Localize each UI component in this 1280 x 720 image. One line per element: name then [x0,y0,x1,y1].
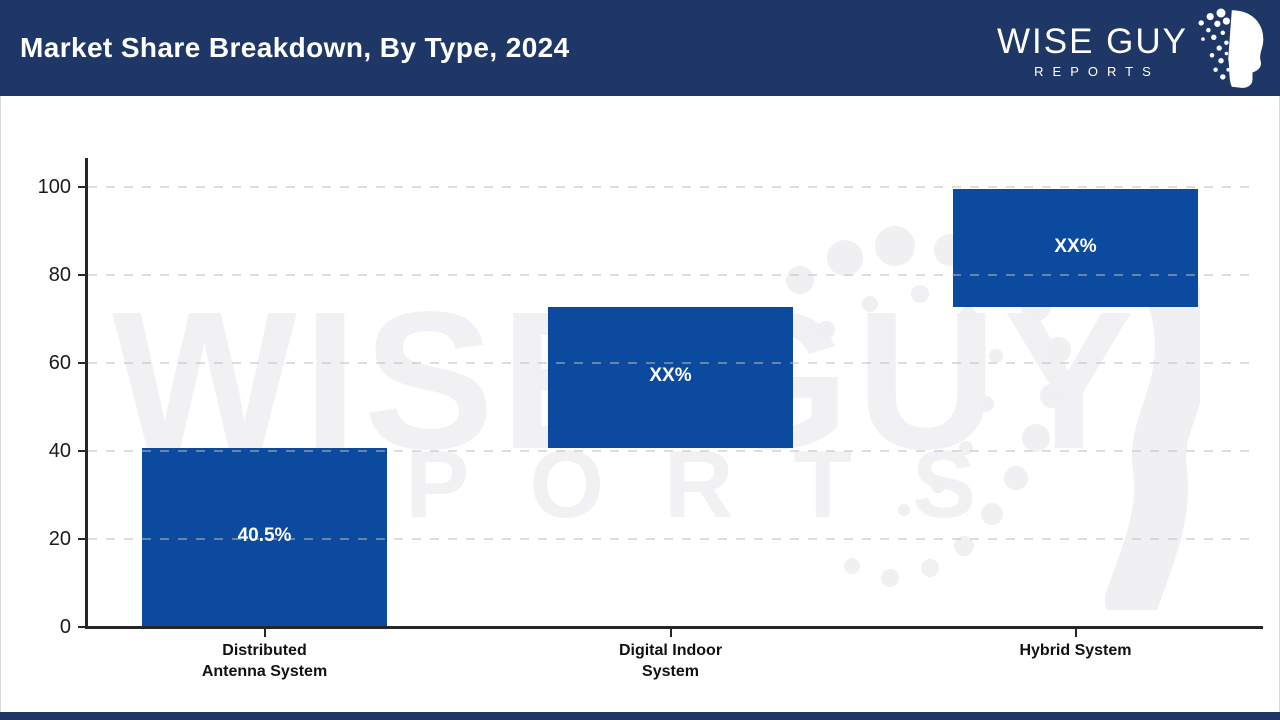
logo-head-icon [1198,8,1264,88]
y-tick-mark [78,537,87,540]
y-tick-mark [78,449,87,452]
y-tick-label: 100 [37,175,71,198]
bar-segment [953,189,1198,307]
bar-value-label: XX% [649,365,692,387]
logo-sub-text: REPORTS [1034,64,1160,79]
footer-bar [0,712,1280,720]
category-label: Distributed Antenna System [201,642,328,680]
grid-line [88,449,1255,452]
y-axis-line [85,158,88,629]
x-tick-mark [263,629,266,637]
y-tick-mark [78,625,87,628]
header-bar: Market Share Breakdown, By Type, 2024 WI… [0,0,1280,96]
grid-line [88,185,1255,188]
x-axis-line [85,626,1263,629]
grid-line [88,361,1255,364]
category-label: Hybrid System [1019,642,1132,659]
y-tick-mark [78,361,87,364]
bar-value-label: XX% [1054,235,1097,257]
x-tick-mark [1074,629,1077,637]
y-tick-label: 40 [48,439,71,462]
y-tick-label: 0 [59,615,71,638]
wiseguy-logo: WISE GUY REPORTS [997,6,1266,90]
y-tick-label: 60 [48,351,71,374]
y-tick-label: 20 [48,527,71,550]
bar-segment [548,306,793,449]
y-tick-mark [78,273,87,276]
x-tick-mark [669,629,672,637]
logo-wordmark: WISE GUY REPORTS [997,22,1188,79]
bar-segment [142,448,387,627]
y-tick-mark [78,185,87,188]
category-label: Digital Indoor System [618,642,723,680]
bar-value-label: 40.5% [237,525,292,547]
logo-name-text: WISE GUY [996,22,1188,61]
grid-line [88,273,1255,276]
grid-line [88,537,1255,540]
page-title: Market Share Breakdown, By Type, 2024 [20,32,570,63]
y-tick-label: 80 [48,263,71,286]
